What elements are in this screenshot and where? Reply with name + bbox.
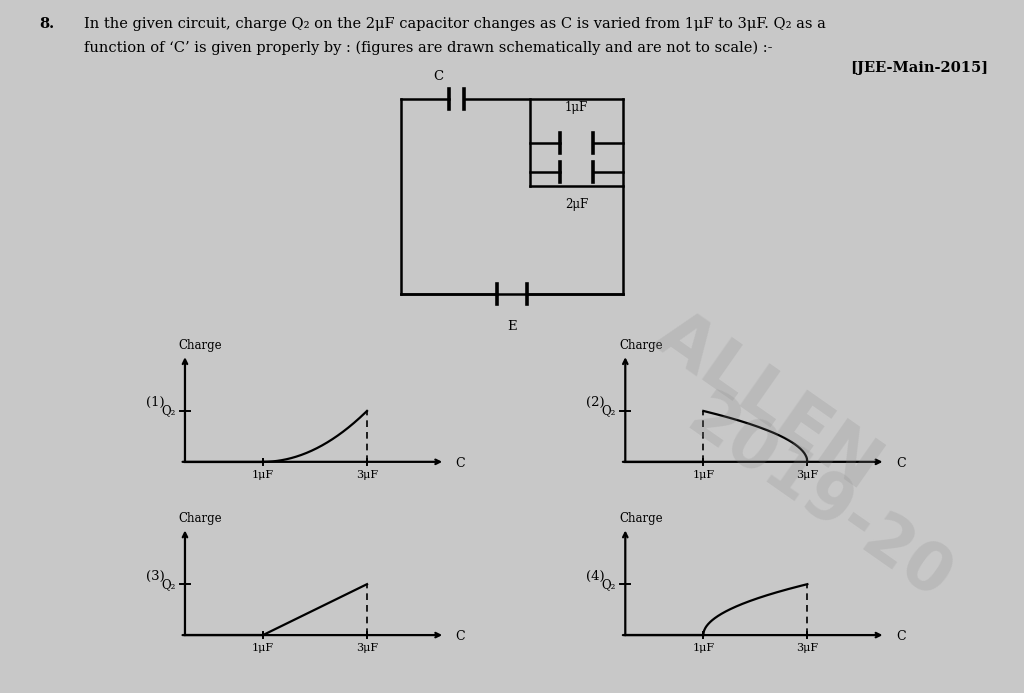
Text: Q₂: Q₂ — [161, 405, 175, 417]
Text: Q₂: Q₂ — [601, 578, 615, 590]
Text: C: C — [456, 630, 465, 643]
Text: 8.: 8. — [39, 17, 54, 31]
Text: 1μF: 1μF — [565, 100, 588, 114]
Text: 2μF: 2μF — [565, 198, 588, 211]
Text: (1): (1) — [146, 396, 165, 410]
Text: Charge: Charge — [179, 511, 222, 525]
Text: Charge: Charge — [620, 338, 663, 351]
Text: (4): (4) — [587, 570, 605, 583]
Text: Charge: Charge — [179, 338, 222, 351]
Text: function of ‘C’ is given properly by : (figures are drawn schematically and are : function of ‘C’ is given properly by : (… — [84, 40, 772, 55]
Text: In the given circuit, charge Q₂ on the 2μF capacitor changes as C is varied from: In the given circuit, charge Q₂ on the 2… — [84, 17, 825, 31]
Text: C: C — [896, 630, 905, 643]
Text: C: C — [896, 457, 905, 470]
Text: (3): (3) — [146, 570, 165, 583]
Text: 3μF: 3μF — [356, 643, 378, 653]
Text: 3μF: 3μF — [356, 470, 378, 480]
Text: 3μF: 3μF — [797, 470, 818, 480]
Text: 1μF: 1μF — [252, 643, 274, 653]
Text: 1μF: 1μF — [252, 470, 274, 480]
Text: 2019-20: 2019-20 — [675, 384, 964, 614]
Text: 3μF: 3μF — [797, 643, 818, 653]
Text: [JEE-Main-2015]: [JEE-Main-2015] — [850, 61, 988, 75]
Text: Q₂: Q₂ — [601, 405, 615, 417]
Text: 1μF: 1μF — [692, 470, 715, 480]
Text: Charge: Charge — [620, 511, 663, 525]
Text: (2): (2) — [587, 396, 605, 410]
Text: C: C — [433, 70, 443, 83]
Text: 1μF: 1μF — [692, 643, 715, 653]
Text: C: C — [456, 457, 465, 470]
Text: Q₂: Q₂ — [161, 578, 175, 590]
Text: E: E — [507, 320, 517, 333]
Text: ALLEN: ALLEN — [643, 300, 893, 504]
